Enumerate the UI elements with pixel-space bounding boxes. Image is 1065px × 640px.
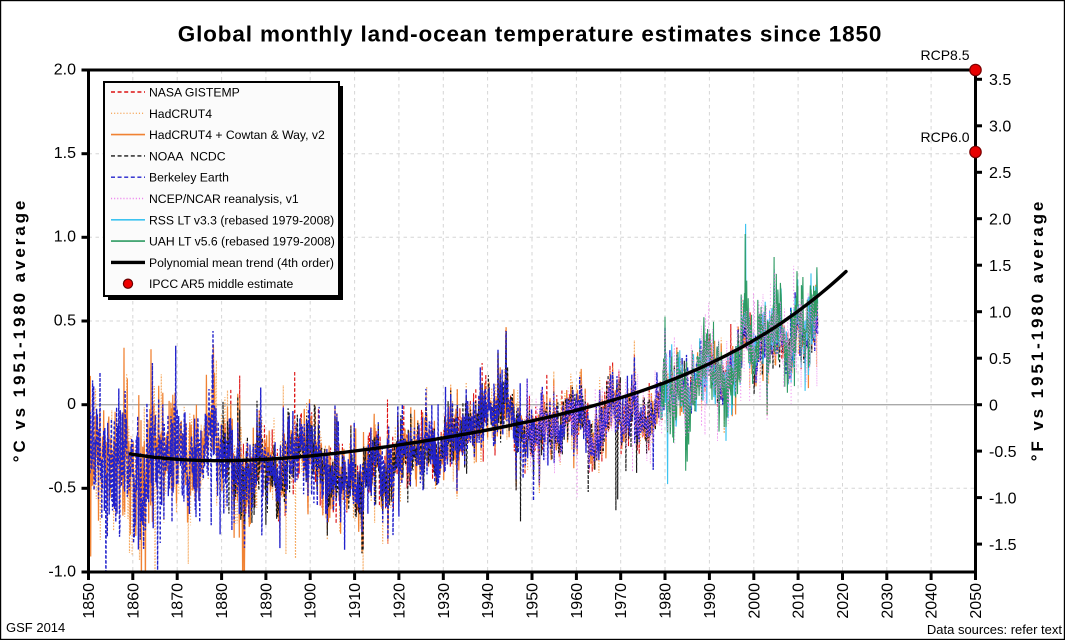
svg-text:-0.5: -0.5 [48,480,76,497]
svg-text:1930: 1930 [436,583,453,619]
svg-text:1.5: 1.5 [989,258,1011,275]
svg-text:RCP8.5: RCP8.5 [920,47,969,63]
svg-text:Berkeley Earth: Berkeley Earth [149,171,229,185]
svg-text:°F vs 1951-1980 average: °F vs 1951-1980 average [1028,199,1047,462]
svg-text:0.5: 0.5 [989,351,1011,368]
svg-text:NASA GISTEMP: NASA GISTEMP [149,86,240,100]
svg-text:0: 0 [989,398,998,415]
svg-text:0: 0 [67,396,76,413]
svg-text:UAH LT v5.6 (rebased 1979-2008: UAH LT v5.6 (rebased 1979-2008) [149,235,335,249]
svg-text:-1.0: -1.0 [48,563,76,580]
svg-text:IPCC AR5 middle estimate: IPCC AR5 middle estimate [149,277,293,291]
svg-text:1850: 1850 [81,583,98,619]
svg-text:2000: 2000 [746,583,763,619]
svg-text:1910: 1910 [347,583,364,619]
svg-text:1900: 1900 [303,583,320,619]
svg-text:0.5: 0.5 [54,312,76,329]
svg-text:2020: 2020 [835,583,852,619]
svg-text:2.5: 2.5 [989,165,1011,182]
svg-text:NCEP/NCAR reanalysis, v1: NCEP/NCAR reanalysis, v1 [149,192,299,206]
svg-text:1980: 1980 [658,583,675,619]
svg-text:1880: 1880 [214,583,231,619]
svg-text:GSF 2014: GSF 2014 [6,620,65,635]
svg-text:-1.0: -1.0 [989,490,1017,507]
svg-text:1970: 1970 [613,583,630,619]
svg-text:1870: 1870 [170,583,187,619]
svg-text:2.0: 2.0 [54,61,76,78]
svg-text:RCP6.0: RCP6.0 [920,129,969,145]
svg-text:3.5: 3.5 [989,72,1011,89]
svg-text:HadCRUT4: HadCRUT4 [149,107,212,121]
svg-text:1950: 1950 [525,583,542,619]
svg-text:1920: 1920 [391,583,408,619]
svg-text:1860: 1860 [125,583,142,619]
svg-text:-0.5: -0.5 [989,444,1017,461]
svg-text:2030: 2030 [879,583,896,619]
svg-text:Data sources: refer text: Data sources: refer text [927,622,1062,637]
svg-text:1960: 1960 [569,583,586,619]
svg-text:1.0: 1.0 [989,305,1011,322]
svg-text:NOAA NCDC: NOAA NCDC [149,149,226,163]
svg-text:1940: 1940 [480,583,497,619]
svg-text:HadCRUT4 + Cowtan & Way, v2: HadCRUT4 + Cowtan & Way, v2 [149,128,325,142]
svg-text:°C vs 1951-1980 average: °C vs 1951-1980 average [10,198,29,462]
svg-text:-1.5: -1.5 [989,537,1017,554]
svg-text:1.5: 1.5 [54,145,76,162]
svg-text:RSS LT v3.3 (rebased 1979-2008: RSS LT v3.3 (rebased 1979-2008) [149,213,334,227]
svg-text:2040: 2040 [924,583,941,619]
svg-text:Polynomial mean trend (4th ord: Polynomial mean trend (4th order) [149,256,334,270]
svg-text:1990: 1990 [702,583,719,619]
svg-text:Global monthly land-ocean temp: Global monthly land-ocean temperature es… [178,22,883,47]
svg-text:3.0: 3.0 [989,119,1011,136]
svg-text:2010: 2010 [791,583,808,619]
svg-text:2050: 2050 [968,583,985,619]
svg-text:2.0: 2.0 [989,212,1011,229]
svg-text:1.0: 1.0 [54,229,76,246]
svg-text:1890: 1890 [258,583,275,619]
